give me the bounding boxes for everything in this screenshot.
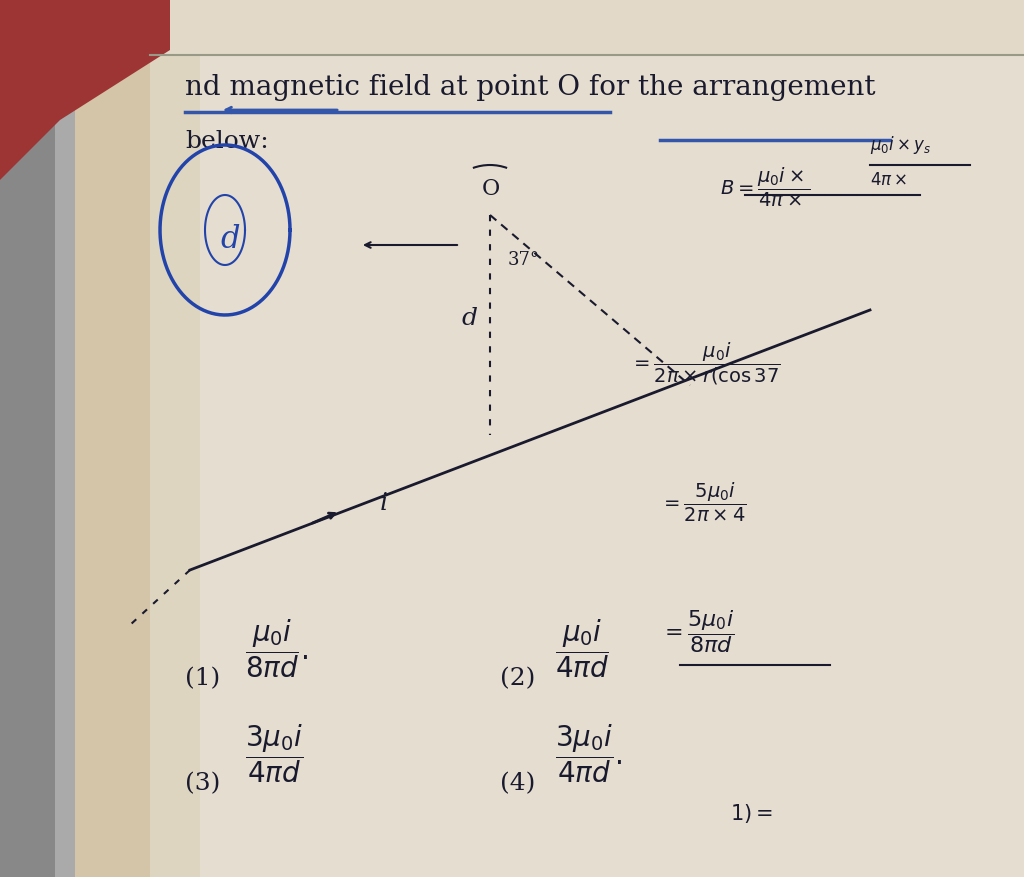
Text: d: d [220, 225, 240, 255]
Text: (4): (4) [500, 772, 536, 795]
Bar [0, 0, 55, 877]
Text: i: i [380, 492, 388, 515]
Text: $\dfrac{3\mu_0 i}{4\pi d}$: $\dfrac{3\mu_0 i}{4\pi d}$ [245, 723, 303, 785]
Text: $\dfrac{3\mu_0 i}{4\pi d}$.: $\dfrac{3\mu_0 i}{4\pi d}$. [555, 723, 623, 785]
Text: 37°: 37° [508, 251, 540, 269]
Polygon shape [0, 0, 170, 180]
Bar [150, 55, 1024, 877]
Text: $= \dfrac{\mu_0 i}{2\pi \times r(\cos 37}$: $= \dfrac{\mu_0 i}{2\pi \times r(\cos 37… [630, 341, 780, 388]
Text: $\dfrac{\mu_0 i}{4\pi d}$: $\dfrac{\mu_0 i}{4\pi d}$ [555, 617, 609, 681]
Text: $\dfrac{\mu_0 i}{8\pi d}$.: $\dfrac{\mu_0 i}{8\pi d}$. [245, 617, 308, 681]
Text: below:: below: [185, 130, 268, 153]
Text: (2): (2) [500, 667, 536, 690]
Text: $= \dfrac{5\mu_0 i}{2\pi \times 4}$: $= \dfrac{5\mu_0 i}{2\pi \times 4}$ [660, 481, 746, 524]
Text: nd magnetic field at point O for the arrangement: nd magnetic field at point O for the arr… [185, 74, 876, 101]
Bar [55, 0, 75, 877]
Text: $1) =$: $1) =$ [730, 802, 773, 825]
Text: $4\pi \times$: $4\pi \times$ [870, 171, 907, 189]
Text: $B = \dfrac{\mu_0 i \times}{4\pi \times}$: $B = \dfrac{\mu_0 i \times}{4\pi \times}… [720, 166, 810, 209]
Text: (1): (1) [185, 667, 220, 690]
Bar [150, 0, 1024, 877]
Text: d: d [462, 307, 478, 330]
Text: $= \dfrac{5\mu_0 i}{8\pi d}$: $= \dfrac{5\mu_0 i}{8\pi d}$ [660, 609, 734, 655]
Text: $\mu_0 i \times y_s$: $\mu_0 i \times y_s$ [870, 134, 932, 156]
Bar [200, 55, 1024, 877]
Text: O: O [482, 178, 501, 200]
Text: (3): (3) [185, 772, 220, 795]
